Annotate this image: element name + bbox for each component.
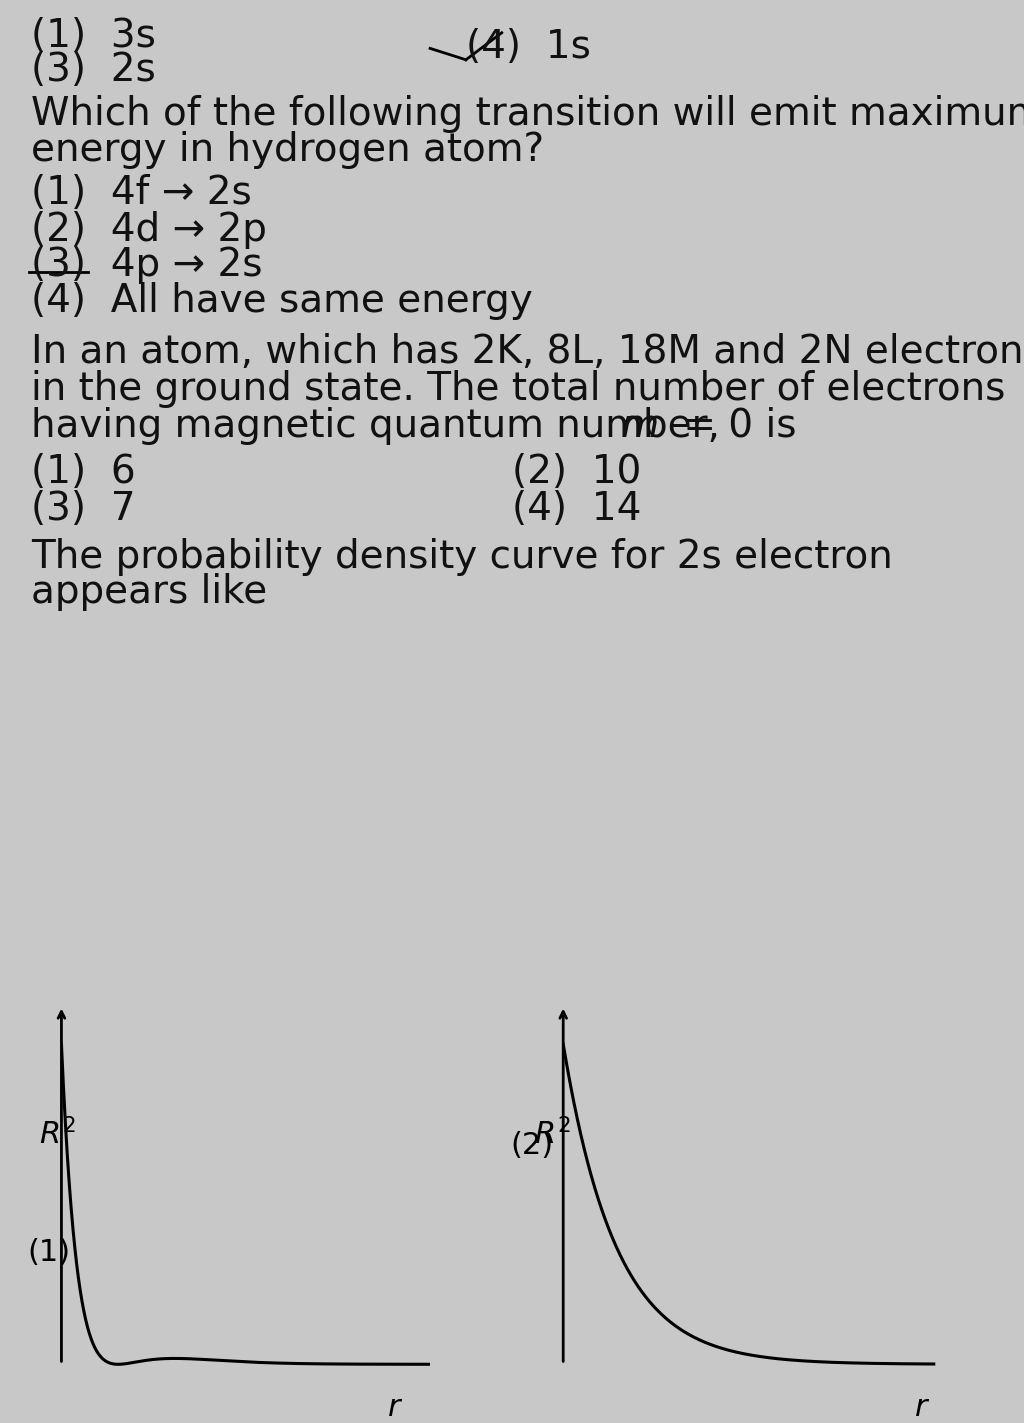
Text: energy in hydrogen atom?: energy in hydrogen atom? — [31, 131, 544, 169]
Text: In an atom, which has 2K, 8L, 18M and 2N electrons: In an atom, which has 2K, 8L, 18M and 2N… — [31, 333, 1024, 371]
Text: (3)  4p → 2s: (3) 4p → 2s — [31, 246, 262, 285]
Text: appears like: appears like — [31, 573, 267, 612]
Text: $R^2$: $R^2$ — [39, 1117, 76, 1150]
Text: r: r — [915, 1393, 928, 1422]
Text: $R^2$: $R^2$ — [534, 1117, 570, 1150]
Text: = 0 is: = 0 is — [671, 407, 797, 445]
Text: (1): (1) — [28, 1238, 71, 1266]
Text: (1)  3s: (1) 3s — [31, 17, 156, 55]
Text: Which of the following transition will emit maximum: Which of the following transition will e… — [31, 95, 1024, 134]
Text: (4)  All have same energy: (4) All have same energy — [31, 282, 532, 320]
Text: (4)  14: (4) 14 — [512, 490, 641, 528]
Text: (4)  1s: (4) 1s — [466, 28, 591, 67]
Text: (2): (2) — [510, 1131, 553, 1160]
Text: (1)  4f → 2s: (1) 4f → 2s — [31, 174, 252, 212]
Text: (2)  10: (2) 10 — [512, 453, 641, 491]
Text: in the ground state. The total number of electrons: in the ground state. The total number of… — [31, 370, 1006, 408]
Text: having magnetic quantum number,: having magnetic quantum number, — [31, 407, 720, 445]
Text: (3)  2s: (3) 2s — [31, 51, 156, 90]
Text: (1)  6: (1) 6 — [31, 453, 135, 491]
Text: (2)  4d → 2p: (2) 4d → 2p — [31, 211, 266, 249]
Text: r: r — [387, 1393, 400, 1422]
Text: The probability density curve for 2s electron: The probability density curve for 2s ele… — [31, 538, 893, 576]
Text: m: m — [609, 407, 659, 445]
Text: (3)  7: (3) 7 — [31, 490, 135, 528]
